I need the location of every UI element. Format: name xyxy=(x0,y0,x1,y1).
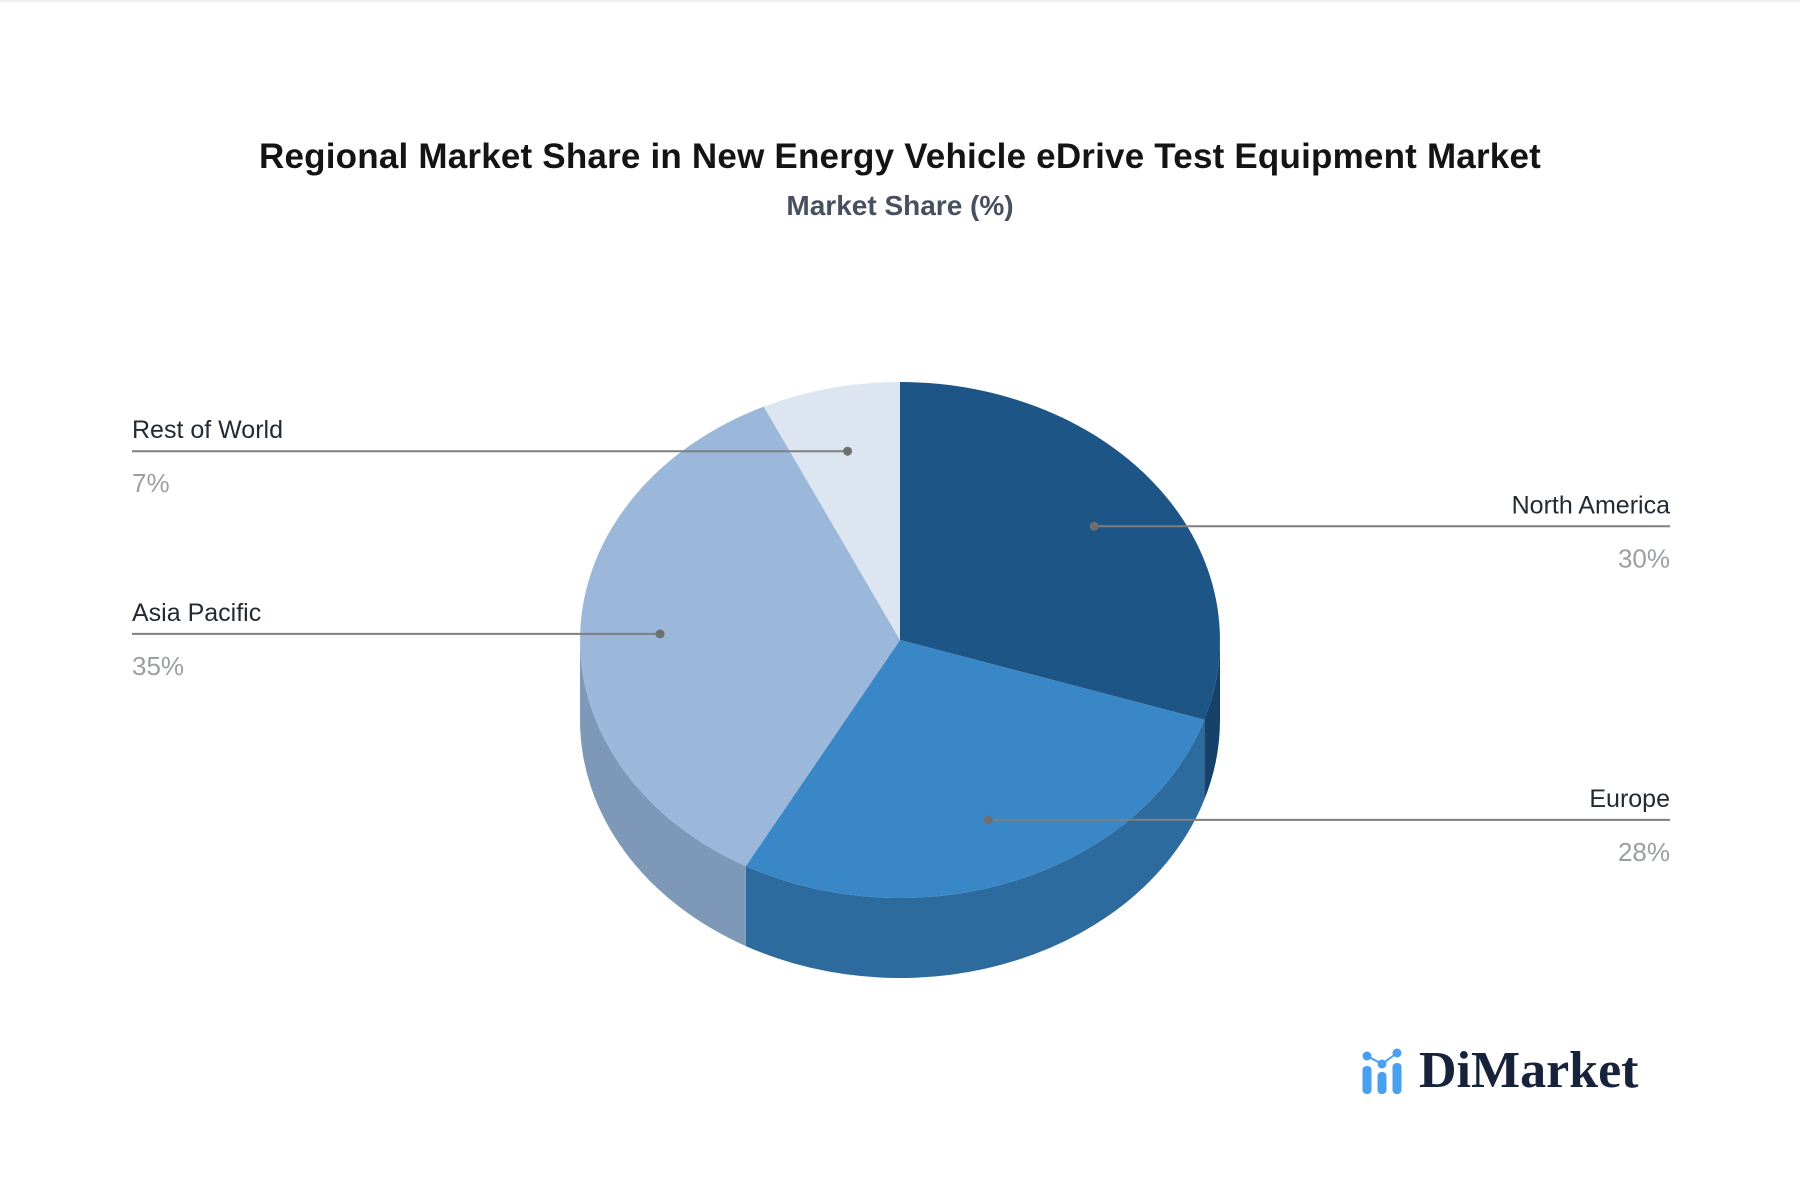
slice-value-asia-pacific: 35% xyxy=(132,651,184,681)
pie-slice-wall-asia-pacific xyxy=(580,640,746,947)
bar-chart-icon xyxy=(1362,1048,1402,1094)
slice-value-rest-of-world: 7% xyxy=(132,468,170,498)
slice-value-europe: 28% xyxy=(1618,837,1670,867)
leader-dot-north-america xyxy=(1089,521,1099,531)
slice-label-europe: Europe xyxy=(1589,785,1670,813)
pie-slice-asia-pacific[interactable] xyxy=(580,406,900,867)
leader-dot-rest-of-world xyxy=(843,446,853,456)
pie-slice-north-america[interactable] xyxy=(900,382,1220,720)
slice-label-north-america: North America xyxy=(1512,491,1670,519)
chart-subtitle: Market Share (%) xyxy=(786,190,1014,221)
leader-dot-europe xyxy=(983,815,993,825)
slice-value-north-america: 30% xyxy=(1618,543,1670,573)
page-top-border xyxy=(0,0,1800,2)
pie-slice-wall-north-america xyxy=(1204,640,1220,800)
page-title: Regional Market Share in New Energy Vehi… xyxy=(259,137,1541,176)
dimarket-logo: DiMarket xyxy=(1362,1038,1639,1099)
leader-dot-asia-pacific xyxy=(655,629,665,639)
pie-slice-europe[interactable] xyxy=(745,640,1205,899)
pie-slice-rest-of-world[interactable] xyxy=(763,382,900,640)
slice-label-rest-of-world: Rest of World xyxy=(132,416,283,444)
pie-slice-wall-europe xyxy=(745,719,1205,979)
slice-label-asia-pacific: Asia Pacific xyxy=(132,599,261,627)
logo-text: DiMarket xyxy=(1419,1042,1639,1099)
